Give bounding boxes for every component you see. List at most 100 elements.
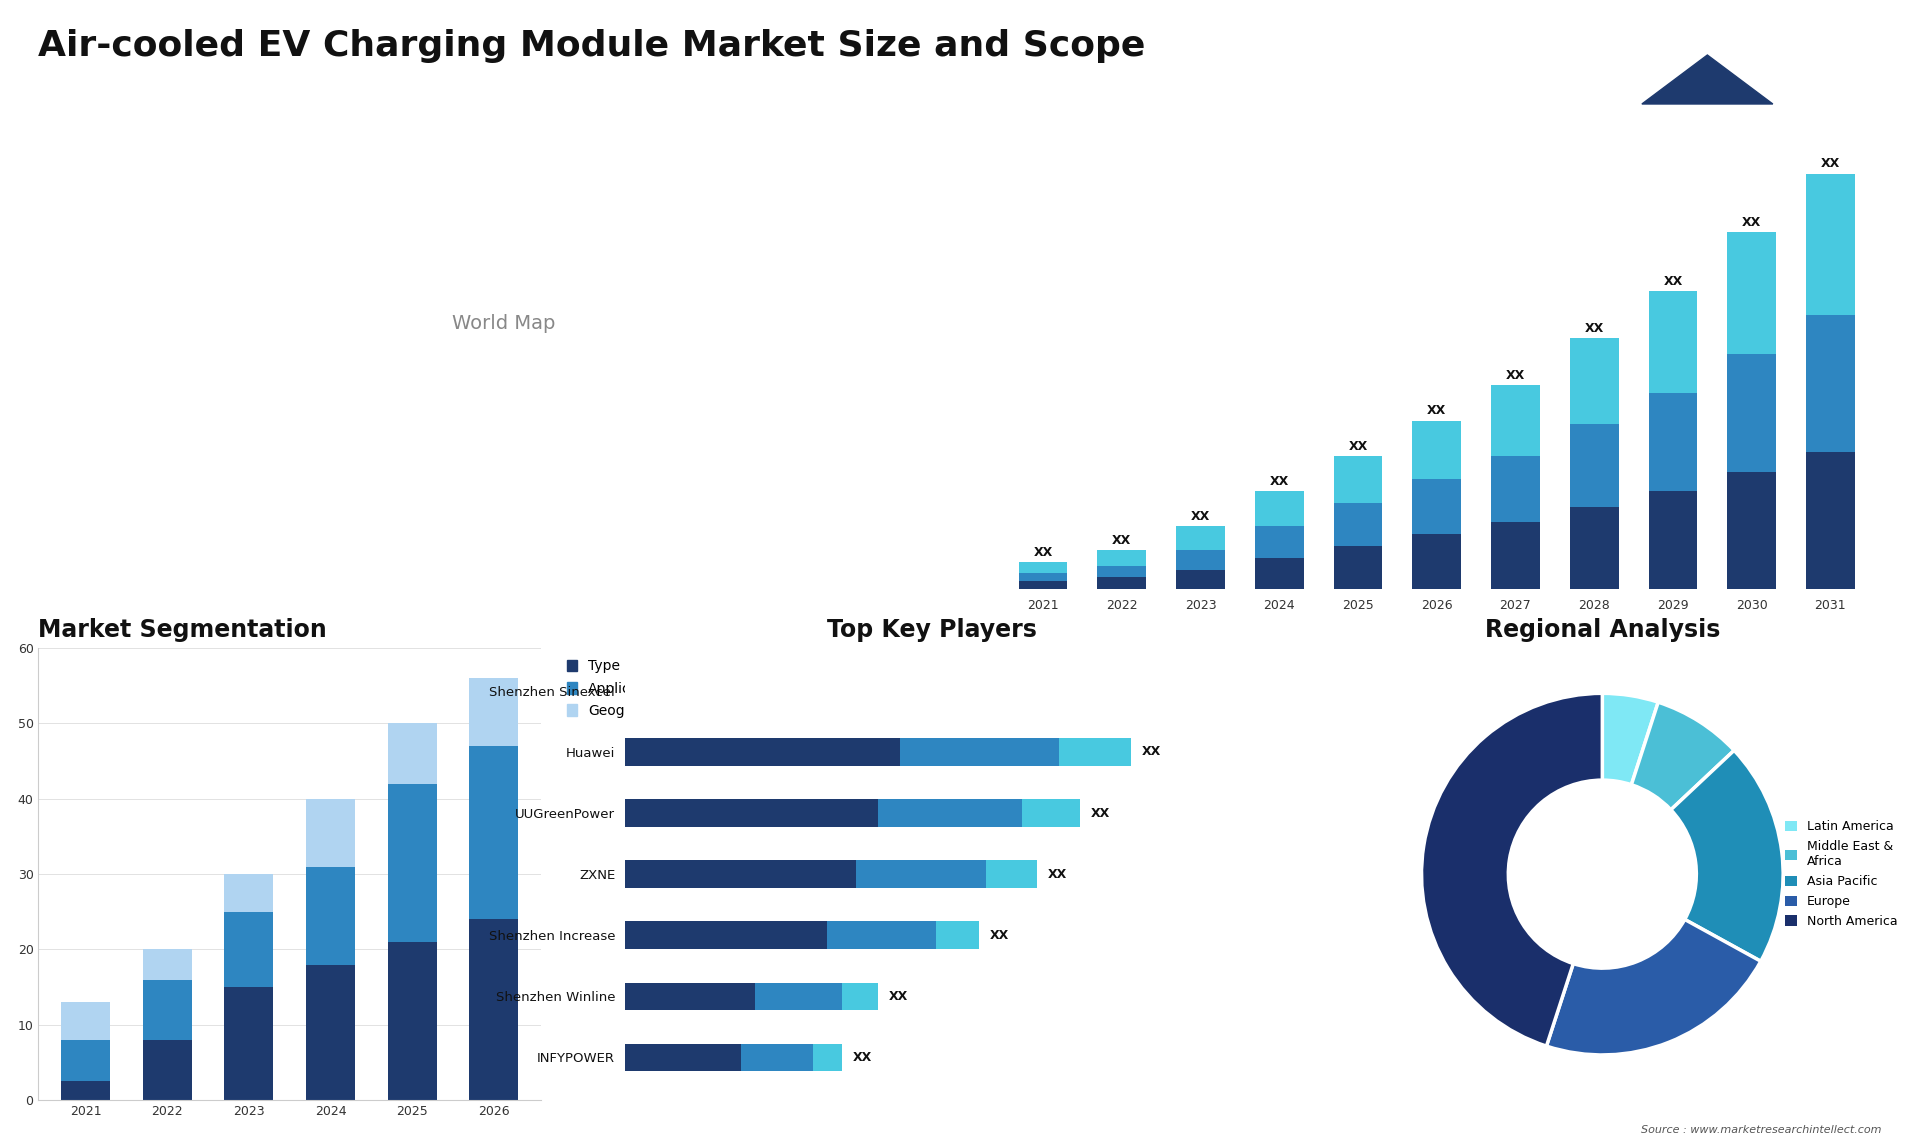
Bar — [1413, 479, 1461, 534]
Text: XX: XX — [852, 1051, 872, 1063]
Bar — [1728, 233, 1776, 354]
Text: XX: XX — [1142, 746, 1162, 759]
Bar — [1492, 385, 1540, 456]
Bar — [1023, 799, 1081, 826]
Bar — [61, 1003, 109, 1039]
Bar — [1807, 174, 1855, 315]
Bar — [388, 784, 436, 942]
Wedge shape — [1546, 919, 1761, 1055]
Text: XX: XX — [1584, 322, 1603, 335]
Bar — [305, 866, 355, 965]
Bar — [812, 1044, 841, 1072]
Bar — [468, 919, 518, 1100]
Bar — [1256, 492, 1304, 526]
Bar — [1492, 523, 1540, 589]
Bar — [1334, 503, 1382, 545]
Bar — [1571, 338, 1619, 424]
Bar — [1334, 456, 1382, 503]
Text: XX: XX — [1091, 807, 1110, 819]
Bar — [1058, 738, 1131, 766]
Bar — [624, 921, 828, 949]
Bar — [305, 965, 355, 1100]
Text: XX: XX — [1427, 405, 1446, 417]
Wedge shape — [1421, 693, 1603, 1046]
Text: XX: XX — [1741, 217, 1761, 229]
Bar — [877, 799, 1023, 826]
Bar — [828, 921, 935, 949]
Text: XX: XX — [1048, 868, 1068, 880]
Bar — [225, 987, 273, 1100]
Bar — [1334, 545, 1382, 589]
Text: Source : www.marketresearchintellect.com: Source : www.marketresearchintellect.com — [1642, 1124, 1882, 1135]
Bar — [1098, 566, 1146, 578]
Bar — [468, 746, 518, 919]
Bar — [1571, 507, 1619, 589]
Text: XX: XX — [1269, 474, 1288, 488]
Bar — [1256, 526, 1304, 558]
Text: MARKET
RESEARCH
INTELLECT: MARKET RESEARCH INTELLECT — [1818, 34, 1880, 72]
Bar — [624, 982, 755, 1010]
Bar — [142, 1039, 192, 1100]
Bar — [624, 1044, 741, 1072]
Text: Air-cooled EV Charging Module Market Size and Scope: Air-cooled EV Charging Module Market Siz… — [38, 29, 1146, 63]
Bar — [1807, 315, 1855, 452]
Bar — [1571, 424, 1619, 507]
Bar — [225, 912, 273, 987]
Bar — [1256, 558, 1304, 589]
Bar — [468, 678, 518, 746]
Legend: Latin America, Middle East &
Africa, Asia Pacific, Europe, North America: Latin America, Middle East & Africa, Asi… — [1780, 816, 1903, 933]
Bar — [1177, 570, 1225, 589]
Bar — [987, 861, 1037, 888]
Bar — [624, 861, 856, 888]
Bar — [1098, 550, 1146, 566]
Text: XX: XX — [1820, 157, 1839, 171]
Text: XX: XX — [1348, 440, 1367, 453]
Bar — [624, 799, 877, 826]
Bar — [856, 861, 987, 888]
Bar — [388, 723, 436, 784]
Text: XX: XX — [991, 928, 1010, 942]
Bar — [1649, 291, 1697, 393]
Bar — [388, 942, 436, 1100]
Text: XX: XX — [1033, 545, 1052, 558]
Bar — [841, 982, 877, 1010]
Polygon shape — [1642, 55, 1772, 104]
Bar — [61, 1082, 109, 1100]
Bar — [142, 980, 192, 1039]
Text: XX: XX — [1190, 510, 1210, 524]
Polygon shape — [1619, 31, 1797, 104]
Text: XX: XX — [889, 990, 908, 1003]
Bar — [1177, 526, 1225, 550]
Bar — [1020, 573, 1068, 581]
Bar — [1020, 581, 1068, 589]
Bar — [1177, 550, 1225, 570]
Text: XX: XX — [1112, 534, 1131, 547]
Bar — [624, 738, 900, 766]
Bar — [1728, 354, 1776, 471]
Bar — [1098, 578, 1146, 589]
Wedge shape — [1632, 702, 1734, 810]
Bar — [61, 1039, 109, 1082]
Bar — [1492, 456, 1540, 523]
Bar — [755, 982, 841, 1010]
Bar — [1413, 534, 1461, 589]
Bar — [1807, 452, 1855, 589]
Bar — [1649, 492, 1697, 589]
Bar — [900, 738, 1058, 766]
Bar — [1728, 471, 1776, 589]
Title: Top Key Players: Top Key Players — [828, 618, 1037, 642]
Text: XX: XX — [1505, 369, 1524, 382]
Text: XX: XX — [1663, 275, 1682, 288]
Bar — [142, 950, 192, 980]
Title: Regional Analysis: Regional Analysis — [1484, 618, 1720, 642]
Text: World Map: World Map — [451, 314, 555, 332]
Bar — [1413, 421, 1461, 479]
Text: Market Segmentation: Market Segmentation — [38, 618, 326, 642]
Bar — [305, 799, 355, 866]
Bar — [225, 874, 273, 912]
Wedge shape — [1603, 693, 1659, 785]
Bar — [1649, 393, 1697, 492]
Bar — [935, 921, 979, 949]
Legend: Type, Application, Geography: Type, Application, Geography — [563, 656, 670, 722]
Bar — [741, 1044, 812, 1072]
